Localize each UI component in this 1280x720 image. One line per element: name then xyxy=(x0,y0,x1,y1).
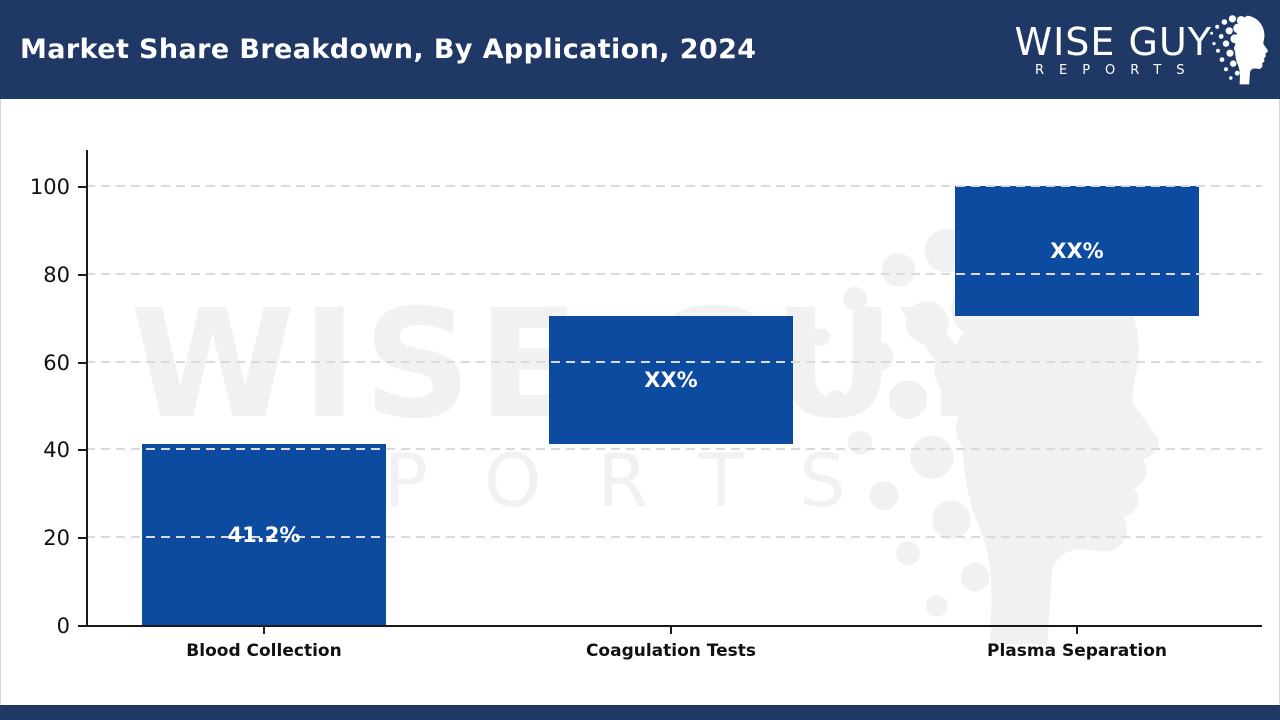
y-tick-label: 0 xyxy=(56,614,70,638)
dotted-face-icon xyxy=(1210,14,1268,84)
logo-secondary-text: REPORTS xyxy=(1034,62,1200,78)
footer-bar xyxy=(0,705,1280,720)
y-tick-mark xyxy=(78,625,86,627)
y-tick-label: 60 xyxy=(43,350,70,375)
y-tick-label: 40 xyxy=(43,438,70,463)
x-category-label: Coagulation Tests xyxy=(585,641,757,661)
gridline xyxy=(86,272,1262,275)
logo-primary-text: WISE GUY xyxy=(1014,19,1212,64)
logo-text: WISE GUY REPORTS xyxy=(1015,23,1212,77)
y-tick-mark xyxy=(78,361,86,364)
y-tick-label: 80 xyxy=(43,262,70,287)
y-tick-mark xyxy=(78,273,86,276)
bar-value-label: XX% xyxy=(644,368,698,393)
y-tick-mark xyxy=(78,186,86,188)
gridline xyxy=(86,185,1262,187)
page-title: Market Share Breakdown, By Application, … xyxy=(20,34,757,65)
x-category-label: Blood Collection xyxy=(186,641,342,661)
bar xyxy=(142,444,386,625)
x-axis-line xyxy=(86,625,1262,627)
bar xyxy=(549,315,793,445)
x-tick-mark xyxy=(670,627,672,634)
y-tick-label: 100 xyxy=(29,175,70,199)
y-tick-label: 20 xyxy=(43,526,70,551)
y-tick-mark xyxy=(78,537,86,540)
gridline xyxy=(86,360,1262,363)
x-tick-mark xyxy=(263,627,265,634)
y-tick-mark xyxy=(78,449,86,452)
header-bar: Market Share Breakdown, By Application, … xyxy=(0,0,1280,99)
x-tick-mark xyxy=(1076,627,1078,634)
bar-value-label: XX% xyxy=(1050,238,1104,263)
bar-value-label: 41.2% xyxy=(227,522,301,547)
gridline xyxy=(86,536,1262,539)
x-category-label: Plasma Separation xyxy=(987,641,1167,661)
wiseguy-logo: WISE GUY REPORTS xyxy=(1015,14,1280,86)
y-axis-line xyxy=(86,150,88,627)
gridline xyxy=(86,448,1262,451)
